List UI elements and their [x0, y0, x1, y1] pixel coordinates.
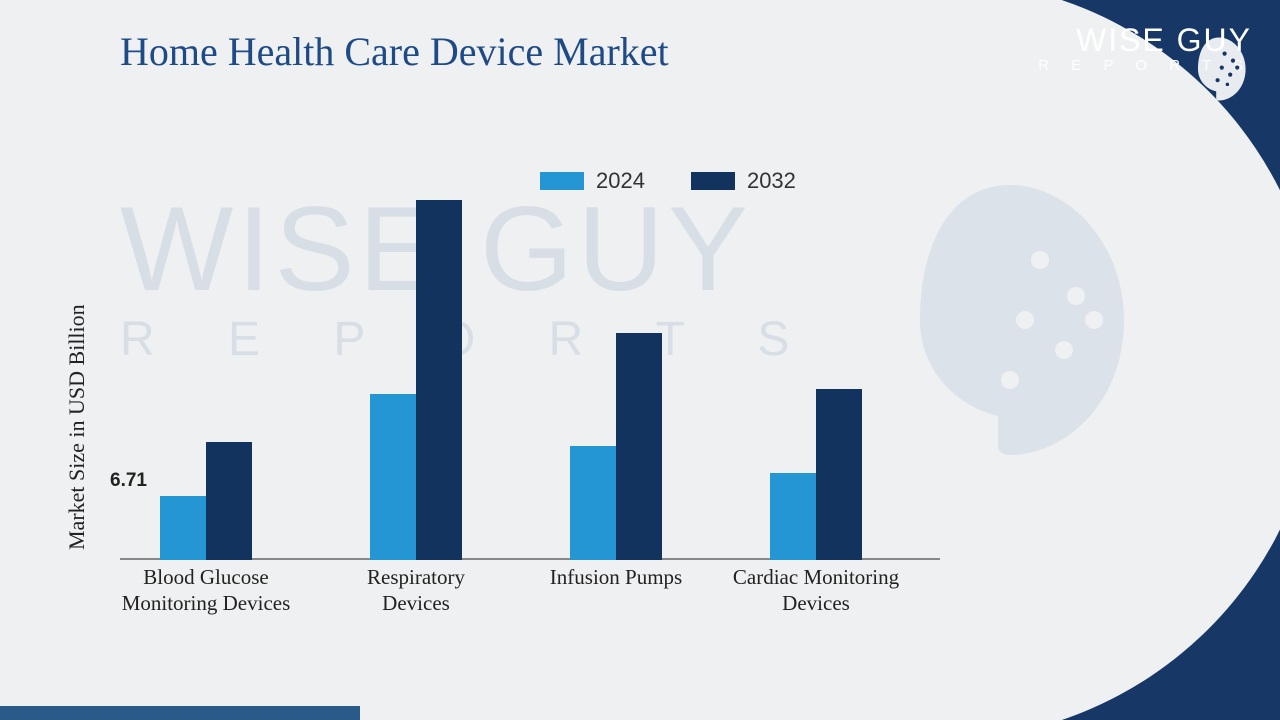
bar-group [160, 442, 252, 560]
bar-2032 [816, 389, 862, 560]
bottom-accent-bar [0, 706, 360, 720]
x-axis-label: Infusion Pumps [531, 564, 701, 590]
bar-group [570, 333, 662, 560]
bar-2032 [416, 200, 462, 560]
x-axis-label: Blood Glucose Monitoring Devices [121, 564, 291, 617]
legend-item-2024: 2024 [540, 168, 645, 194]
bar-group [770, 389, 862, 560]
y-axis-label: Market Size in USD Billion [64, 304, 90, 550]
plot-area: 6.71 [120, 200, 940, 560]
legend-swatch-2024 [540, 172, 584, 190]
x-axis-label: Cardiac Monitoring Devices [731, 564, 901, 617]
chart-title: Home Health Care Device Market [120, 28, 669, 75]
brand-head-icon [1184, 34, 1254, 104]
bar-2032 [616, 333, 662, 560]
legend-item-2032: 2032 [691, 168, 796, 194]
legend-swatch-2032 [691, 172, 735, 190]
brand-logo: WISE GUY R E P O R T S [1038, 22, 1252, 74]
x-axis-label: Respiratory Devices [331, 564, 501, 617]
bar-2024 [160, 496, 206, 560]
value-label: 6.71 [110, 470, 147, 492]
legend-label-2032: 2032 [747, 168, 796, 194]
bar-2024 [570, 446, 616, 560]
bar-2024 [770, 473, 816, 560]
bar-2024 [370, 394, 416, 560]
stage: WISE GUY R E P O R T S Home Health Care … [0, 0, 1280, 720]
legend-label-2024: 2024 [596, 168, 645, 194]
legend: 2024 2032 [540, 168, 796, 194]
bar-2032 [206, 442, 252, 560]
bar-group [370, 200, 462, 560]
